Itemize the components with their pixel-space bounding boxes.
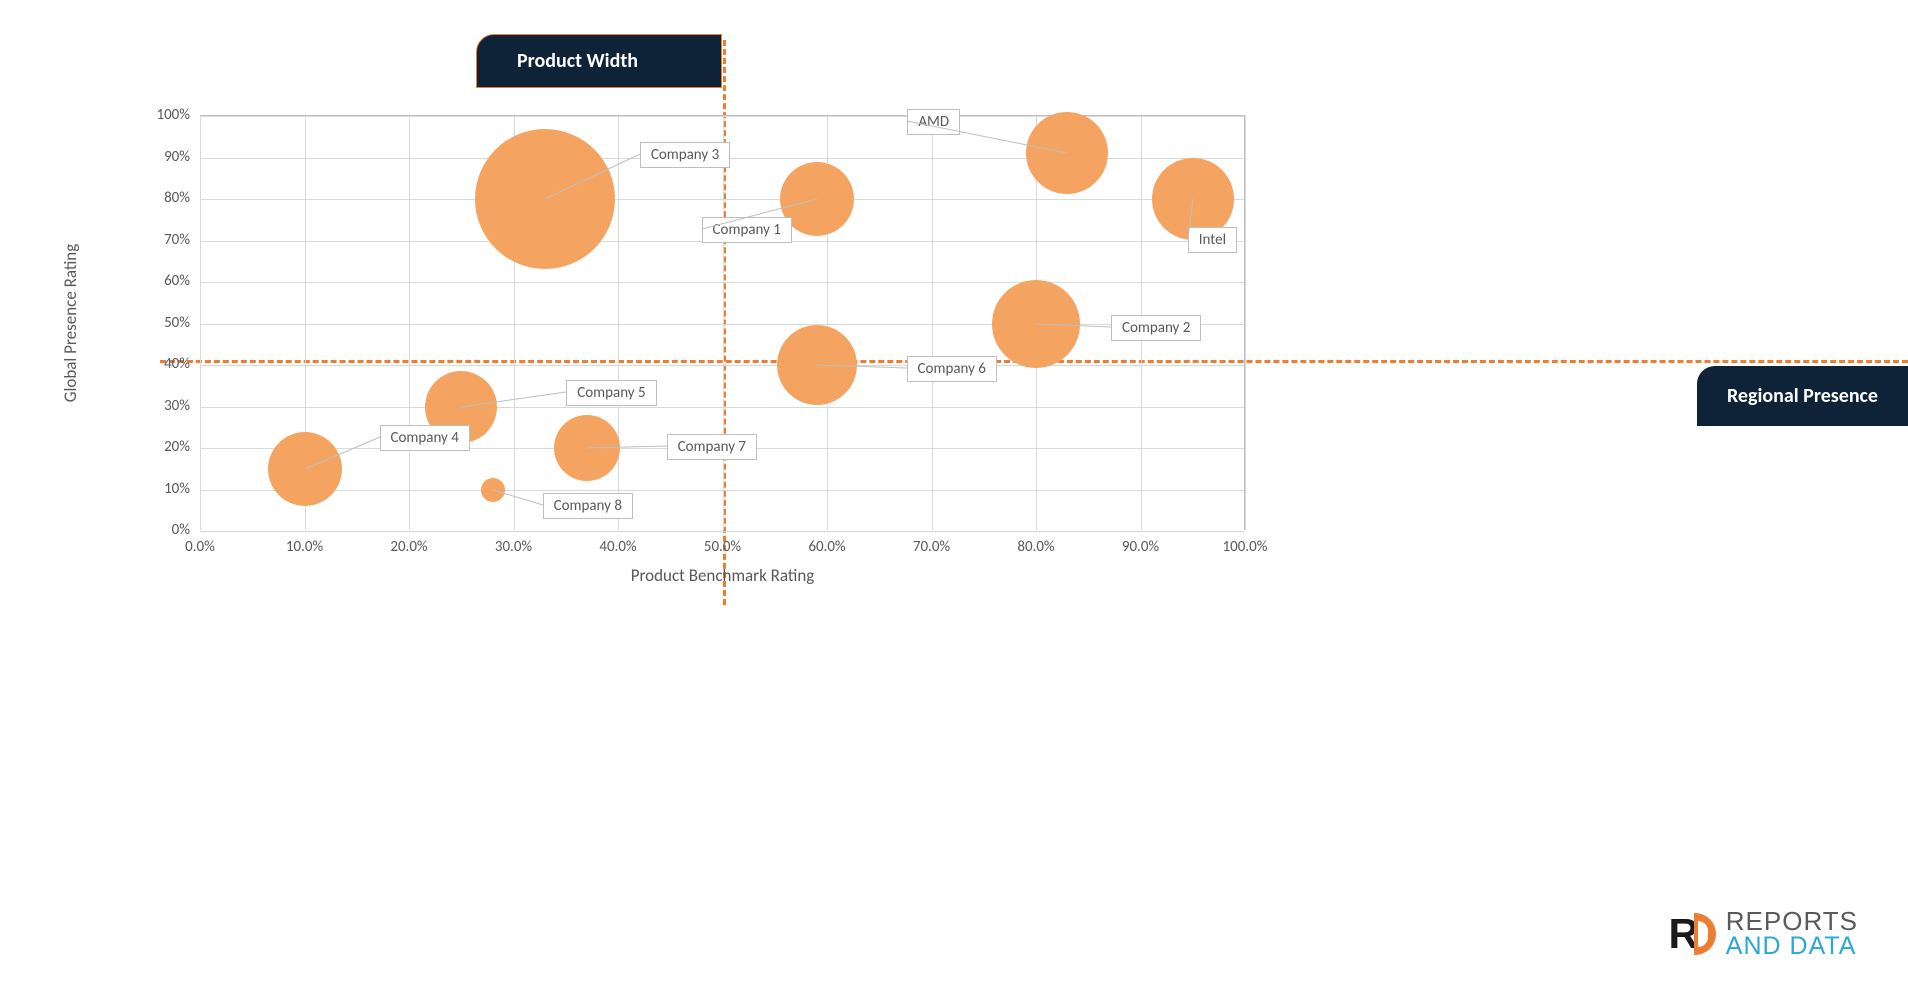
y-axis-title: Global Presence Rating	[60, 243, 81, 402]
bubble-amd	[1026, 112, 1108, 194]
logo-text: REPORTS AND DATA	[1726, 908, 1858, 959]
plot-area: Company 3AMDIntelCompany 1Company 2Compa…	[200, 115, 1245, 530]
side-box-label: Regional Presence	[1727, 384, 1878, 408]
bubble-company-6	[777, 325, 857, 405]
x-tick-label: 80.0%	[1017, 538, 1054, 556]
x-tick-label: 100.0%	[1223, 538, 1268, 556]
side-box-regional-presence: Regional Presence	[1697, 366, 1908, 426]
bubble-chart: Company 3AMDIntelCompany 1Company 2Compa…	[200, 115, 1245, 530]
grid-line-horizontal	[200, 531, 1244, 532]
y-tick-label: 30%	[164, 397, 190, 415]
data-label: AMD	[907, 109, 960, 135]
logo-line2: AND DATA	[1726, 934, 1858, 959]
x-tick-label: 90.0%	[1122, 538, 1159, 556]
data-label: Company 4	[380, 425, 470, 451]
grid-line-horizontal	[200, 365, 1244, 366]
logo-line1: REPORTS	[1726, 908, 1858, 934]
x-tick-label: 0.0%	[185, 538, 215, 556]
y-tick-label: 70%	[164, 231, 190, 249]
grid-line-horizontal	[200, 324, 1244, 325]
y-tick-label: 40%	[164, 355, 190, 373]
y-tick-label: 60%	[164, 272, 190, 290]
grid-line-horizontal	[200, 490, 1244, 491]
x-axis-title: Product Benchmark Rating	[631, 565, 815, 586]
logo-mark: R	[1668, 910, 1715, 958]
grid-line-horizontal	[200, 407, 1244, 408]
y-tick-label: 50%	[164, 314, 190, 332]
y-tick-label: 20%	[164, 438, 190, 456]
x-tick-label: 50.0%	[704, 538, 741, 556]
data-label: Company 2	[1111, 315, 1201, 341]
data-label: Company 1	[702, 217, 792, 243]
x-tick-label: 70.0%	[913, 538, 950, 556]
x-tick-label: 30.0%	[495, 538, 532, 556]
data-label: Intel	[1188, 227, 1237, 253]
reports-and-data-logo: R REPORTS AND DATA	[1668, 908, 1858, 959]
x-tick-label: 60.0%	[808, 538, 845, 556]
x-tick-label: 10.0%	[286, 538, 323, 556]
y-tick-label: 10%	[164, 480, 190, 498]
bubble-company-4	[268, 432, 342, 506]
grid-line-vertical	[1245, 116, 1246, 530]
y-tick-label: 0%	[172, 521, 190, 539]
bubble-company-2	[992, 280, 1080, 368]
header-box-product-width: Product Width	[476, 34, 722, 88]
bubble-company-8	[481, 478, 505, 502]
data-label: Company 5	[566, 380, 656, 406]
data-label: Company 8	[543, 493, 633, 519]
data-label: Company 3	[640, 142, 730, 168]
y-tick-label: 80%	[164, 189, 190, 207]
logo-d-shape	[1694, 913, 1716, 955]
data-label: Company 7	[667, 434, 757, 460]
grid-line-horizontal	[200, 282, 1244, 283]
x-tick-label: 20.0%	[390, 538, 427, 556]
bubble-company-7	[554, 415, 620, 481]
y-tick-label: 100%	[156, 106, 190, 124]
logo-r-glyph: R	[1668, 910, 1695, 958]
grid-line-horizontal	[200, 199, 1244, 200]
data-label: Company 6	[907, 356, 997, 382]
x-tick-label: 40.0%	[599, 538, 636, 556]
bubble-company-3	[475, 129, 615, 269]
y-tick-label: 90%	[164, 148, 190, 166]
header-box-label: Product Width	[517, 49, 638, 73]
